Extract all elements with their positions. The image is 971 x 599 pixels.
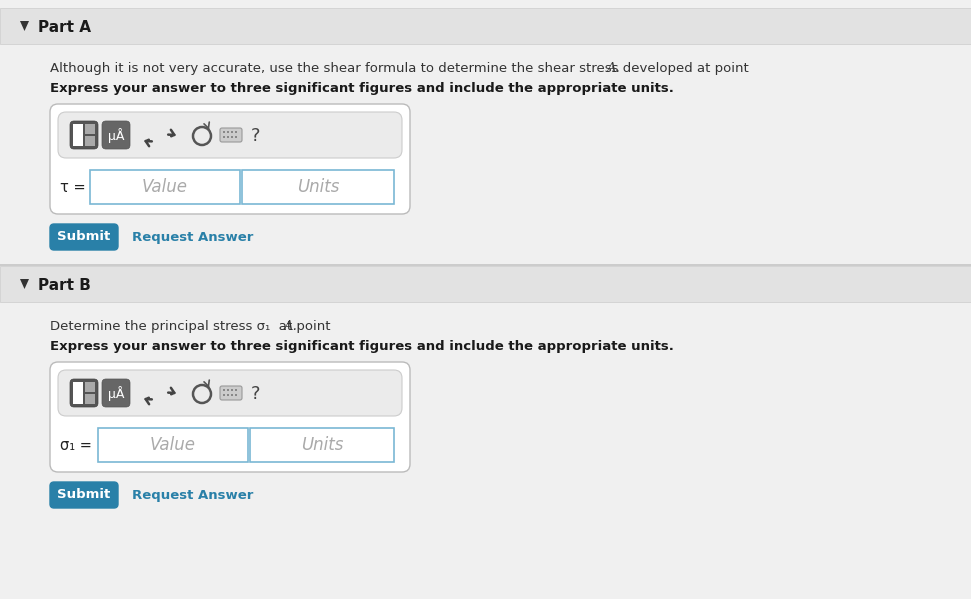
Bar	[85, 124, 95, 134]
FancyBboxPatch shape	[220, 386, 242, 400]
Text: μÅ: μÅ	[108, 386, 124, 401]
Bar	[90, 170, 240, 204]
Text: Part B: Part B	[38, 277, 91, 292]
FancyBboxPatch shape	[58, 112, 402, 158]
FancyBboxPatch shape	[70, 379, 98, 407]
Text: Value: Value	[142, 178, 188, 196]
Bar	[0, 266, 971, 302]
Bar	[73, 124, 83, 146]
Bar	[235, 136, 237, 138]
Bar	[227, 394, 229, 396]
Bar	[235, 394, 237, 396]
Text: Express your answer to three significant figures and include the appropriate uni: Express your answer to three significant…	[50, 340, 674, 353]
Bar	[231, 389, 233, 391]
FancyBboxPatch shape	[50, 482, 118, 508]
Text: Part A: Part A	[38, 20, 91, 35]
Polygon shape	[20, 279, 29, 289]
Bar	[250, 428, 394, 462]
Text: Express your answer to three significant figures and include the appropriate uni: Express your answer to three significant…	[50, 82, 674, 95]
Bar	[227, 131, 229, 133]
FancyBboxPatch shape	[50, 362, 410, 472]
Text: σ₁ =: σ₁ =	[60, 437, 92, 452]
FancyBboxPatch shape	[102, 379, 130, 407]
FancyBboxPatch shape	[50, 104, 410, 214]
Bar	[73, 382, 83, 404]
Text: ?: ?	[251, 127, 260, 145]
Text: Units: Units	[297, 178, 339, 196]
Bar	[0, 264, 971, 266]
Text: Units: Units	[301, 436, 343, 454]
FancyBboxPatch shape	[220, 128, 242, 142]
FancyBboxPatch shape	[70, 121, 98, 149]
Text: A.: A.	[284, 320, 297, 333]
Bar	[235, 131, 237, 133]
Bar	[223, 394, 225, 396]
Text: τ =: τ =	[60, 180, 85, 195]
Text: Submit: Submit	[57, 489, 111, 501]
Bar	[242, 170, 394, 204]
Text: Request Answer: Request Answer	[132, 489, 253, 501]
Text: Request Answer: Request Answer	[132, 231, 253, 244]
Bar	[85, 136, 95, 146]
Bar	[98, 428, 248, 462]
Bar	[227, 389, 229, 391]
Text: Value: Value	[150, 436, 196, 454]
Bar	[0, 8, 971, 44]
Bar	[223, 131, 225, 133]
Bar	[223, 136, 225, 138]
Text: ?: ?	[251, 385, 260, 403]
FancyBboxPatch shape	[102, 121, 130, 149]
Bar	[85, 394, 95, 404]
Text: Submit: Submit	[57, 231, 111, 244]
Bar	[85, 382, 95, 392]
FancyBboxPatch shape	[50, 224, 118, 250]
Bar	[231, 136, 233, 138]
FancyBboxPatch shape	[58, 370, 402, 416]
Bar	[223, 389, 225, 391]
Polygon shape	[20, 21, 29, 31]
Text: Although it is not very accurate, use the shear formula to determine the shear s: Although it is not very accurate, use th…	[50, 62, 753, 75]
Bar	[231, 394, 233, 396]
Bar	[227, 136, 229, 138]
Bar	[231, 131, 233, 133]
Text: Determine the principal stress σ₁  at point: Determine the principal stress σ₁ at poi…	[50, 320, 335, 333]
Text: A.: A.	[607, 62, 620, 75]
Text: μÅ: μÅ	[108, 129, 124, 144]
Bar	[235, 389, 237, 391]
